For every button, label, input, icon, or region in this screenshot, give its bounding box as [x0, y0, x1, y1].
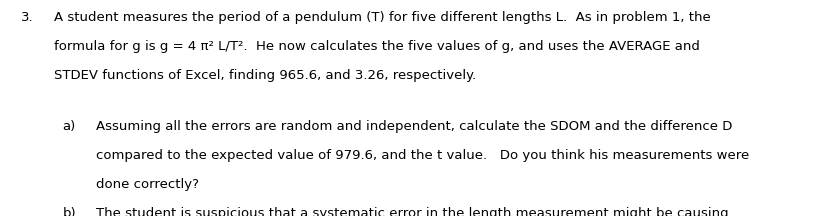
Text: 3.: 3. [21, 11, 33, 24]
Text: done correctly?: done correctly? [96, 178, 199, 191]
Text: STDEV functions of Excel, finding 965.6, and 3.26, respectively.: STDEV functions of Excel, finding 965.6,… [54, 69, 477, 82]
Text: a): a) [63, 120, 76, 133]
Text: A student measures the period of a pendulum (T) for five different lengths L.  A: A student measures the period of a pendu… [54, 11, 711, 24]
Text: formula for g is g = 4 π² L/T².  He now calculates the five values of g, and use: formula for g is g = 4 π² L/T². He now c… [54, 40, 701, 53]
Text: The student is suspicious that a systematic error in the length measurement migh: The student is suspicious that a systema… [96, 207, 729, 216]
Text: Assuming all the errors are random and independent, calculate the SDOM and the d: Assuming all the errors are random and i… [96, 120, 732, 133]
Text: b): b) [63, 207, 76, 216]
Text: compared to the expected value of 979.6, and the t value.   Do you think his mea: compared to the expected value of 979.6,… [96, 149, 749, 162]
